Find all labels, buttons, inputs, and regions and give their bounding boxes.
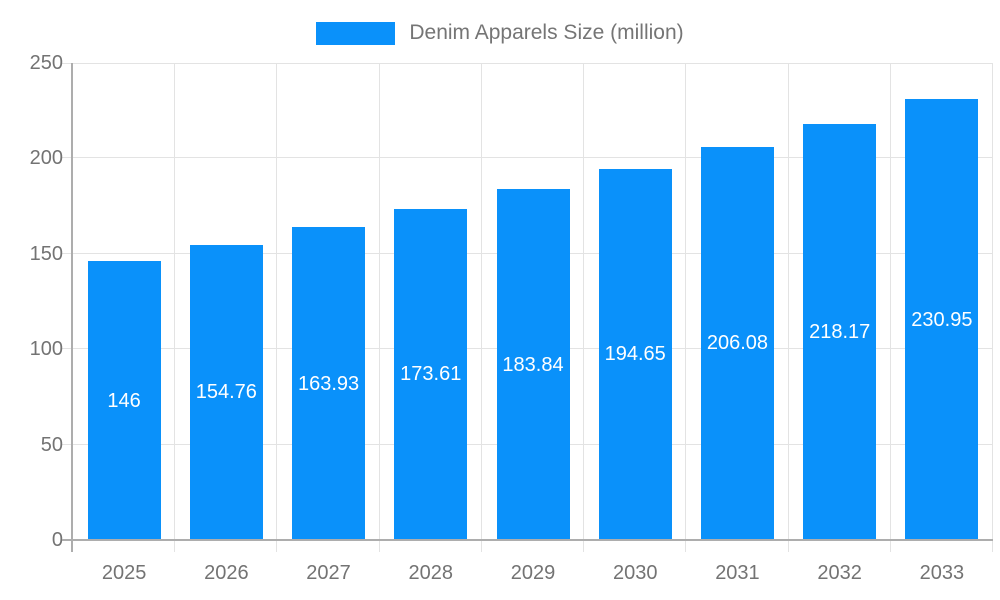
x-axis-tick-label: 2030 — [612, 562, 658, 584]
bar-value-label: 206.08 — [706, 332, 769, 355]
x-axis-tick-label: 2028 — [408, 562, 454, 584]
y-axis-line — [71, 63, 73, 552]
x-axis-tick-label: 2025 — [101, 562, 147, 584]
gridline-horizontal — [73, 157, 993, 159]
bar-2031[interactable] — [700, 146, 774, 540]
bar-2033[interactable] — [905, 99, 979, 540]
bar-value-label: 183.84 — [502, 353, 564, 376]
legend[interactable]: Denim Apparels Size (million) — [0, 20, 1000, 46]
gridline-vertical — [889, 63, 891, 540]
bar-2025[interactable] — [87, 261, 161, 540]
y-axis-tick — [62, 157, 72, 159]
x-axis-tick — [174, 541, 176, 552]
y-axis-tick — [62, 63, 72, 64]
gridline-vertical — [685, 63, 687, 540]
y-axis: 0 50 100 150 200 250 — [0, 52, 63, 551]
bar-2027[interactable] — [292, 227, 366, 540]
bar-value-label: 218.17 — [809, 320, 871, 343]
bar-2028[interactable] — [394, 208, 468, 540]
x-axis-tick-label: 2027 — [306, 562, 351, 584]
gridline-vertical — [174, 63, 176, 540]
gridline-vertical — [480, 63, 482, 540]
x-axis-tick — [378, 541, 380, 552]
bar-value-label: 194.65 — [604, 343, 666, 366]
bar-2030[interactable] — [598, 168, 672, 540]
x-axis-tick — [480, 541, 482, 552]
y-axis-tick — [62, 348, 72, 350]
x-axis-tick-label: 2033 — [919, 562, 965, 584]
x-axis-tick — [787, 541, 789, 552]
bar-value-label: 146 — [107, 389, 141, 412]
y-axis-tick — [62, 252, 72, 254]
y-axis-tick-label: 200 — [29, 147, 63, 170]
bar-2026[interactable] — [189, 244, 263, 540]
x-axis: 2025 2026 2027 2028 2029 2030 2031 2032 2033 — [73, 560, 993, 590]
gridline-horizontal — [73, 63, 993, 64]
legend-label: Denim Apparels Size (million) — [409, 21, 684, 44]
bar-value-label: 173.61 — [400, 363, 462, 386]
x-axis-tick — [685, 541, 687, 552]
x-axis-tick — [992, 541, 993, 552]
gridline-vertical — [992, 63, 993, 540]
plot-area: 146 154.76 163.93 173.61 183.84 194.65 206.08 2… — [62, 63, 993, 552]
x-axis-tick — [889, 541, 891, 552]
bar-2029[interactable] — [496, 189, 570, 540]
gridline-vertical — [378, 63, 380, 540]
gridline-vertical — [583, 63, 585, 540]
bar-value-label: 230.95 — [911, 308, 973, 331]
bar-value-label: 154.76 — [195, 381, 257, 404]
y-axis-tick-label: 150 — [29, 242, 63, 265]
x-axis-tick — [583, 541, 585, 552]
x-axis-tick-label: 2031 — [715, 562, 760, 584]
y-axis-tick — [62, 443, 72, 445]
x-axis-tick-label: 2029 — [510, 562, 556, 584]
y-axis-tick-label: 50 — [40, 433, 63, 456]
gridline-vertical — [787, 63, 789, 540]
x-axis-tick-label: 2032 — [817, 562, 862, 584]
x-axis-tick — [276, 541, 278, 552]
y-axis-tick-label: 250 — [29, 52, 63, 74]
bar-value-label: 163.93 — [297, 372, 360, 395]
y-axis-tick-label: 100 — [29, 338, 63, 361]
y-axis-tick-label: 0 — [51, 529, 63, 551]
bar-2032[interactable] — [803, 123, 877, 540]
gridline-vertical — [276, 63, 278, 540]
x-axis-line — [62, 539, 993, 541]
legend-swatch[interactable] — [316, 21, 396, 45]
x-axis-tick-label: 2026 — [204, 562, 249, 584]
